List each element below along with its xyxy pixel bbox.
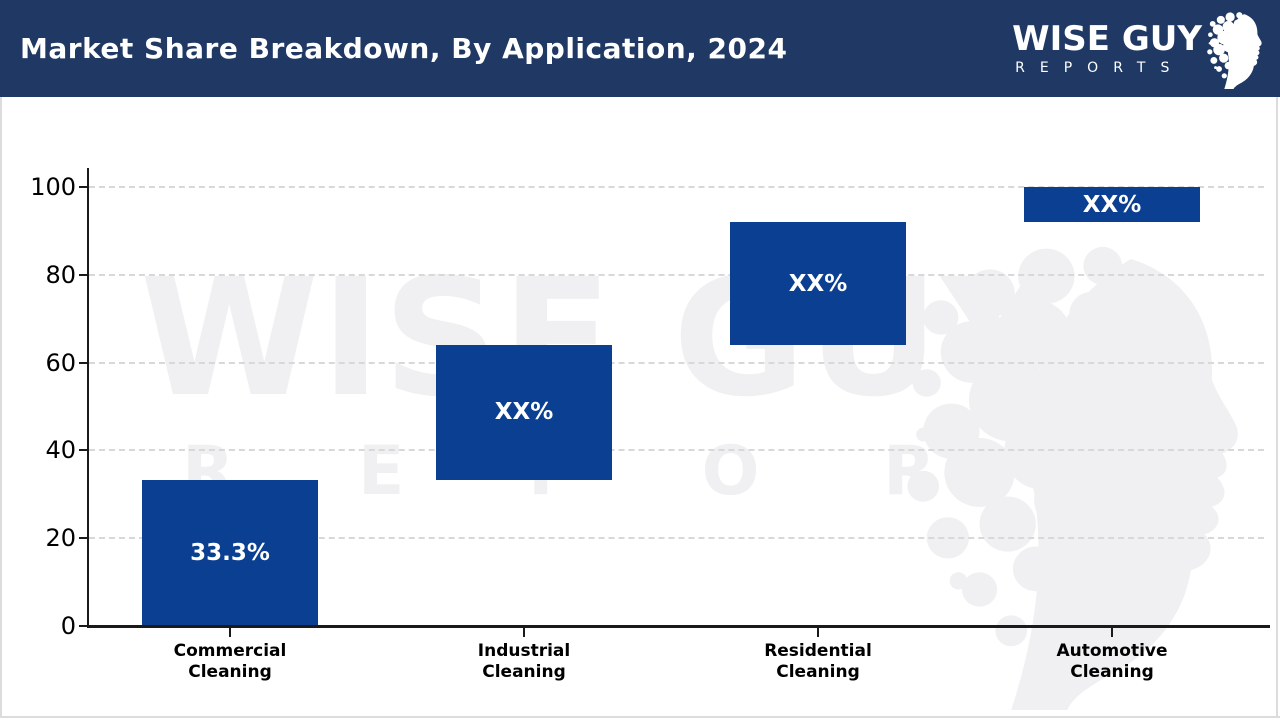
brand-name: WISE GUY: [1012, 18, 1202, 59]
category-label-1: Commercial Cleaning: [120, 641, 340, 683]
y-tick-label-80: 80: [45, 260, 76, 289]
bar-segment-4: XX%: [1024, 187, 1200, 223]
category-line2: Cleaning: [1070, 662, 1154, 682]
page-left-border: [0, 97, 2, 717]
category-label-4: Automotive Cleaning: [1002, 641, 1222, 683]
brand-logo: WISE GUY REPORTS: [1012, 9, 1262, 89]
gridline-80: [89, 273, 1264, 276]
header-bar: Market Share Breakdown, By Application, …: [0, 0, 1280, 97]
y-tick-60: [79, 361, 87, 364]
y-tick-label-60: 60: [45, 348, 76, 377]
x-tick-3: [817, 628, 819, 637]
x-axis-line: [87, 625, 1270, 628]
category-line1: Residential: [764, 641, 872, 661]
bar-segment-3: XX%: [730, 222, 906, 346]
gridline-60: [89, 361, 1264, 364]
x-tick-2: [523, 628, 525, 637]
y-tick-20: [79, 537, 87, 540]
x-tick-1: [229, 628, 231, 637]
bar-segment-1: 33.3%: [142, 479, 318, 626]
bar-segment-2: XX%: [436, 345, 612, 480]
y-tick-label-20: 20: [45, 524, 76, 553]
page-right-border: [1276, 97, 1278, 717]
chart-title: Market Share Breakdown, By Application, …: [20, 32, 788, 65]
category-line2: Cleaning: [188, 662, 272, 682]
page-bottom-border: [0, 716, 1280, 718]
y-tick-label-0: 0: [60, 612, 76, 640]
y-tick-80: [79, 273, 87, 276]
category-line1: Automotive: [1056, 641, 1168, 661]
bar-value-label-2: XX%: [494, 399, 554, 426]
bar-value-label-4: XX%: [1082, 191, 1142, 218]
category-label-3: Residential Cleaning: [708, 641, 928, 683]
bar-value-label-3: XX%: [788, 270, 848, 297]
category-line2: Cleaning: [776, 662, 860, 682]
y-tick-label-100: 100: [30, 173, 76, 201]
y-tick-0: [79, 625, 87, 627]
category-line1: Industrial: [477, 641, 571, 661]
y-axis-line: [87, 168, 89, 628]
category-label-2: Industrial Cleaning: [414, 641, 634, 683]
watermark-head-icon: [907, 246, 1238, 710]
category-line1: Commercial: [173, 641, 287, 661]
brand-head-icon: [1207, 11, 1262, 89]
y-tick-100: [79, 186, 87, 188]
x-tick-4: [1111, 628, 1113, 637]
brand-subname: REPORTS: [1015, 59, 1185, 76]
y-tick-label-40: 40: [45, 436, 76, 465]
y-tick-40: [79, 449, 87, 452]
brand-logo-text: WISE GUY REPORTS: [1012, 22, 1202, 76]
bar-value-label-1: 33.3%: [190, 539, 270, 566]
gridline-40: [89, 449, 1264, 452]
category-line2: Cleaning: [482, 662, 566, 682]
gridline-20: [89, 537, 1264, 540]
gridline-100: [89, 186, 1264, 188]
